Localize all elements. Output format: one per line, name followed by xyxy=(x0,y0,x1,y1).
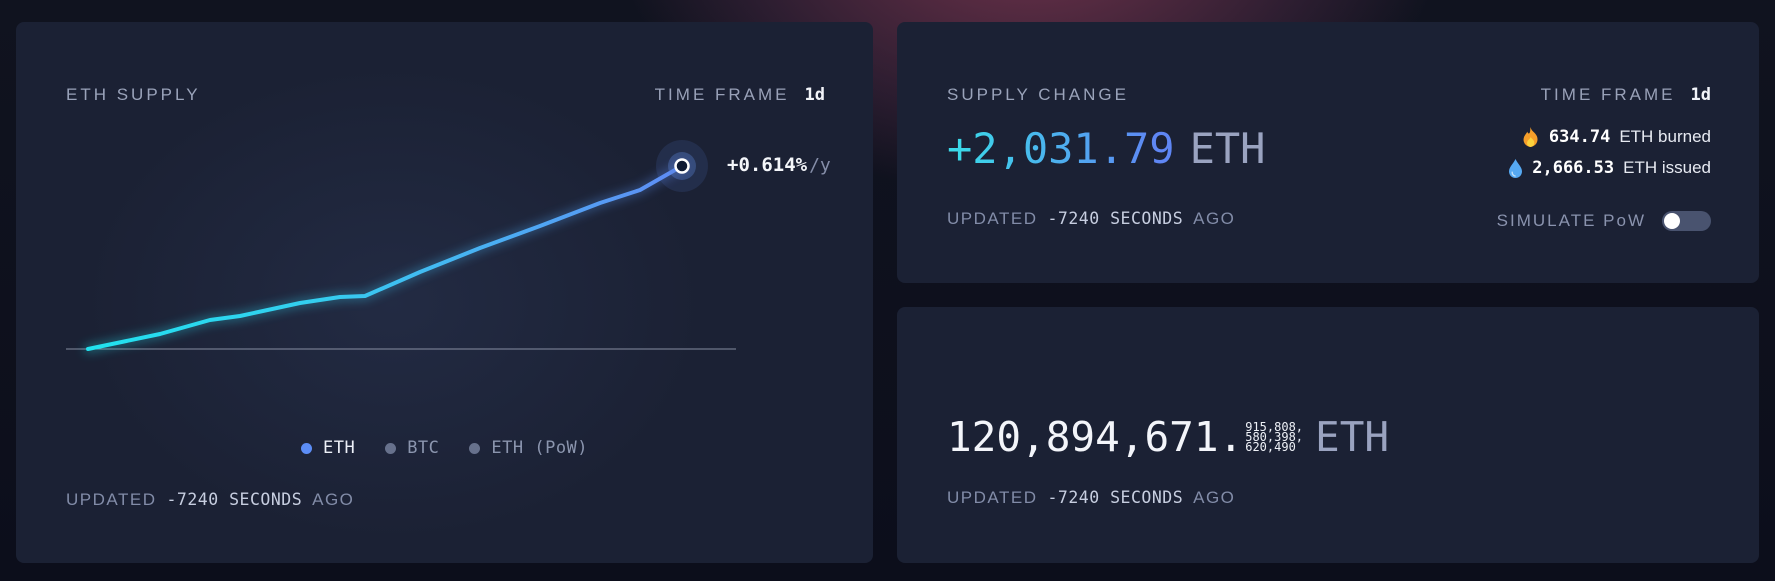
current-supply-unit: ETH xyxy=(1315,413,1390,461)
current-supply-amount-row: 120,894,671. 915,808, 580,398, 620,490 E… xyxy=(947,412,1389,462)
simulate-pow-row: SIMULATE PoW xyxy=(1497,208,1711,234)
updated-suffix: AGO xyxy=(1193,488,1236,507)
supply-change-title: SUPPLY CHANGE xyxy=(947,85,1129,104)
time-frame-label: TIME FRAME xyxy=(1540,85,1676,104)
supply-change-amount-row: +2,031.79 ETH xyxy=(947,124,1265,176)
legend-label-eth: ETH xyxy=(322,438,356,458)
legend-dot-eth-pow xyxy=(469,442,481,454)
time-frame-control: TIME FRAME 1d xyxy=(655,85,825,105)
supply-change-card: SUPPLY CHANGE TIME FRAME 1d +2,031.79 ET… xyxy=(897,22,1759,283)
burned-amount: 634.74 xyxy=(1548,127,1611,147)
updated-time: -7240 SECONDS xyxy=(166,490,303,509)
updated-status: UPDATED -7240 SECONDS AGO xyxy=(66,490,354,514)
updated-status: UPDATED -7240 SECONDS AGO xyxy=(947,209,1235,233)
legend-label-btc: BTC xyxy=(407,438,440,458)
time-frame-value-button[interactable]: 1d xyxy=(804,85,825,105)
legend-item-btc[interactable]: BTC xyxy=(385,438,439,458)
supply-change-unit: ETH xyxy=(1189,124,1266,173)
droplet-icon xyxy=(1508,158,1523,179)
growth-rate-value: +0.614% xyxy=(727,154,808,176)
toggle-knob xyxy=(1664,213,1680,229)
current-supply-fraction-stack: 915,808, 580,398, 620,490 xyxy=(1245,420,1304,454)
fraction-line: 580,398, xyxy=(1245,430,1304,444)
fraction-line: 620,490 xyxy=(1245,440,1296,454)
legend-dot-btc xyxy=(385,442,397,454)
time-frame-label: TIME FRAME xyxy=(654,85,790,104)
updated-status: UPDATED -7240 SECONDS AGO xyxy=(947,488,1235,512)
current-supply-card: CURRENT SUPPLY 120,894,671. 915,808, 580… xyxy=(897,307,1759,563)
issued-amount: 2,666.53 xyxy=(1532,158,1615,178)
legend-dot-eth xyxy=(300,442,312,454)
updated-time: -7240 SECONDS xyxy=(1047,488,1184,507)
eth-supply-card: ETH SUPPLY TIME FRAME 1d +0.614% /y ETH … xyxy=(16,22,873,563)
legend-item-eth[interactable]: ETH xyxy=(300,438,356,458)
fire-icon xyxy=(1521,126,1540,148)
issued-label: ETH issued xyxy=(1623,158,1711,177)
time-frame-value-button[interactable]: 1d xyxy=(1690,85,1711,105)
supply-change-amount: +2,031.79 xyxy=(947,124,1175,173)
eth-supply-chart[interactable] xyxy=(16,22,873,563)
updated-suffix: AGO xyxy=(312,490,355,509)
updated-prefix: UPDATED xyxy=(947,488,1038,507)
updated-time: -7240 SECONDS xyxy=(1047,209,1184,228)
chart-line-glow xyxy=(84,162,686,353)
current-supply-integer: 120,894,671. xyxy=(947,413,1244,461)
time-frame-control: TIME FRAME 1d xyxy=(1541,85,1711,105)
simulate-pow-label: SIMULATE PoW xyxy=(1496,211,1646,230)
burned-metric-row: 634.74 ETH burned xyxy=(1521,124,1711,150)
issued-metric-row: 2,666.53 ETH issued xyxy=(1508,155,1711,181)
simulate-pow-toggle[interactable] xyxy=(1662,211,1711,231)
burned-label: ETH burned xyxy=(1619,127,1711,146)
updated-prefix: UPDATED xyxy=(947,209,1038,228)
eth-supply-header: ETH SUPPLY TIME FRAME 1d xyxy=(66,83,825,107)
eth-supply-title: ETH SUPPLY xyxy=(66,85,201,104)
supply-change-header: SUPPLY CHANGE TIME FRAME 1d xyxy=(947,83,1711,107)
growth-rate-annotation: +0.614% /y xyxy=(727,154,831,180)
updated-prefix: UPDATED xyxy=(66,490,157,509)
legend-label-eth-pow: ETH (PoW) xyxy=(491,438,589,458)
chart-endpoint-dot xyxy=(674,158,690,174)
fraction-line: 915,808, xyxy=(1245,420,1304,434)
legend-item-eth-pow[interactable]: ETH (PoW) xyxy=(469,438,588,458)
chart-line-eth xyxy=(86,164,684,351)
growth-rate-unit: /y xyxy=(809,155,831,176)
updated-suffix: AGO xyxy=(1193,209,1236,228)
chart-legend: ETH BTC ETH (PoW) xyxy=(16,435,873,461)
